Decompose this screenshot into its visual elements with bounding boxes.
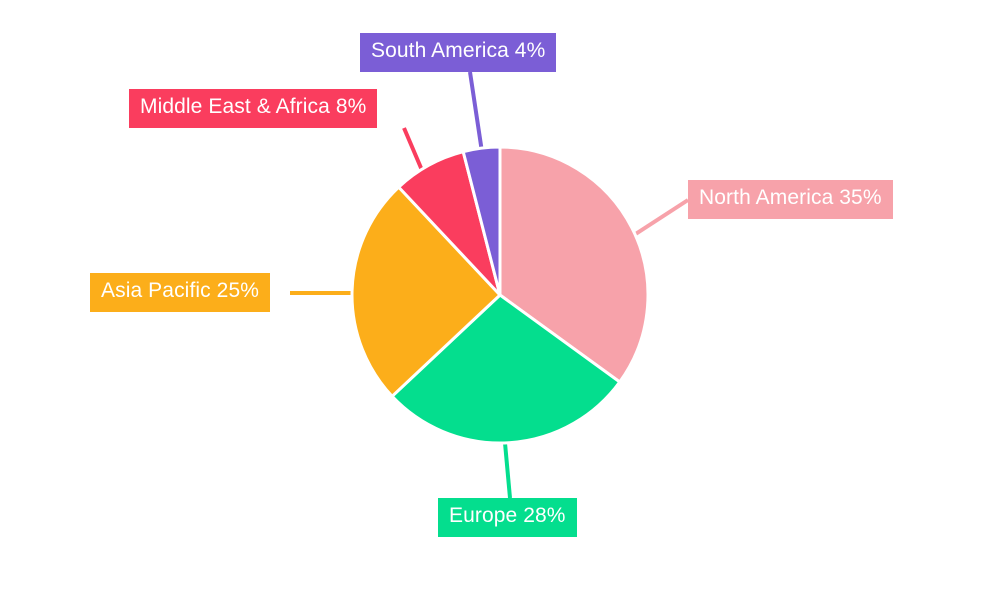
pie-wedge-europe[interactable] bbox=[389, 293, 622, 445]
leader-line-europe bbox=[503, 442, 512, 499]
pie-label-north-america[interactable]: North America 35% bbox=[688, 180, 893, 219]
pie-label-middle-east-africa[interactable]: Middle East & Africa 8% bbox=[129, 89, 378, 128]
leader-line-north-america bbox=[629, 198, 690, 239]
pie-wedge-asia-pacific[interactable] bbox=[350, 184, 503, 399]
pie-label-asia-pacific[interactable]: Asia Pacific 25% bbox=[90, 273, 271, 312]
pie-label-south-america[interactable]: South America 4% bbox=[360, 33, 557, 72]
pie-wedges-group bbox=[350, 145, 650, 445]
pie-wedge-south-america[interactable] bbox=[461, 145, 502, 296]
pie-label-europe[interactable]: Europe 28% bbox=[438, 498, 577, 537]
pie-wedge-north-america[interactable] bbox=[498, 145, 650, 385]
leader-line-south-america bbox=[468, 71, 484, 153]
